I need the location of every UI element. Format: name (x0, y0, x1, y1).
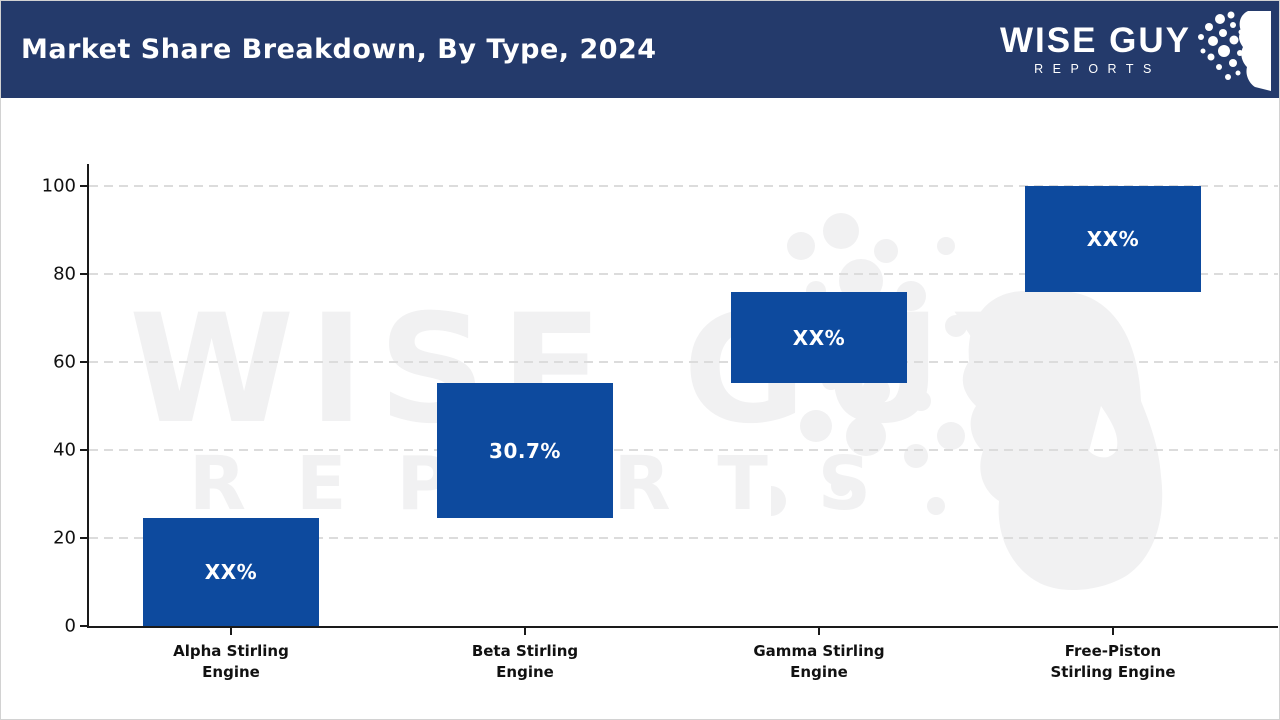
face-dots-icon (1198, 10, 1271, 91)
y-axis-line (87, 164, 89, 628)
x-category-label: Gamma Stirling Engine (753, 642, 885, 681)
bar-value-label: XX% (204, 560, 258, 585)
x-category-label: Free-Piston Stirling Engine (1050, 642, 1176, 681)
y-tick-mark (80, 273, 87, 275)
bar: 30.7% (437, 383, 613, 519)
x-tick-mark (230, 628, 232, 635)
x-tick-mark (524, 628, 526, 635)
wise-guy-logo: WISE GUY REPORTS (1000, 1, 1271, 98)
logo-text: WISE GUY REPORTS (1000, 23, 1191, 76)
y-gridline (89, 185, 1278, 187)
y-tick-mark (80, 185, 87, 187)
x-tick-mark (818, 628, 820, 635)
page-title: Market Share Breakdown, By Type, 2024 (21, 34, 657, 65)
y-tick-label: 100 (41, 175, 76, 197)
y-tick-mark (80, 625, 87, 627)
y-gridline (89, 361, 1278, 363)
x-tick-mark (1112, 628, 1114, 635)
y-gridline (89, 537, 1278, 539)
y-gridline (89, 449, 1278, 451)
y-tick-mark (80, 449, 87, 451)
bar-value-label: 30.7% (489, 438, 561, 463)
y-tick-mark (80, 537, 87, 539)
bar: XX% (731, 292, 907, 384)
logo-secondary-text: REPORTS (1034, 62, 1161, 76)
y-tick-label: 40 (53, 439, 76, 461)
bar: XX% (1025, 186, 1201, 293)
bar-value-label: XX% (792, 325, 846, 350)
bar-value-label: XX% (1086, 227, 1140, 252)
y-tick-label: 60 (53, 351, 76, 373)
bar: XX% (143, 518, 319, 626)
x-axis-line (87, 626, 1278, 628)
y-tick-label: 0 (64, 615, 76, 637)
logo-primary-text: WISE GUY (999, 21, 1191, 60)
header-bar: Market Share Breakdown, By Type, 2024 WI… (1, 1, 1279, 98)
x-category-label: Alpha Stirling Engine (173, 642, 289, 681)
y-tick-label: 20 (53, 527, 76, 549)
y-tick-mark (80, 361, 87, 363)
y-tick-label: 80 (53, 263, 76, 285)
x-category-label: Beta Stirling Engine (471, 642, 579, 681)
y-gridline (89, 273, 1278, 275)
